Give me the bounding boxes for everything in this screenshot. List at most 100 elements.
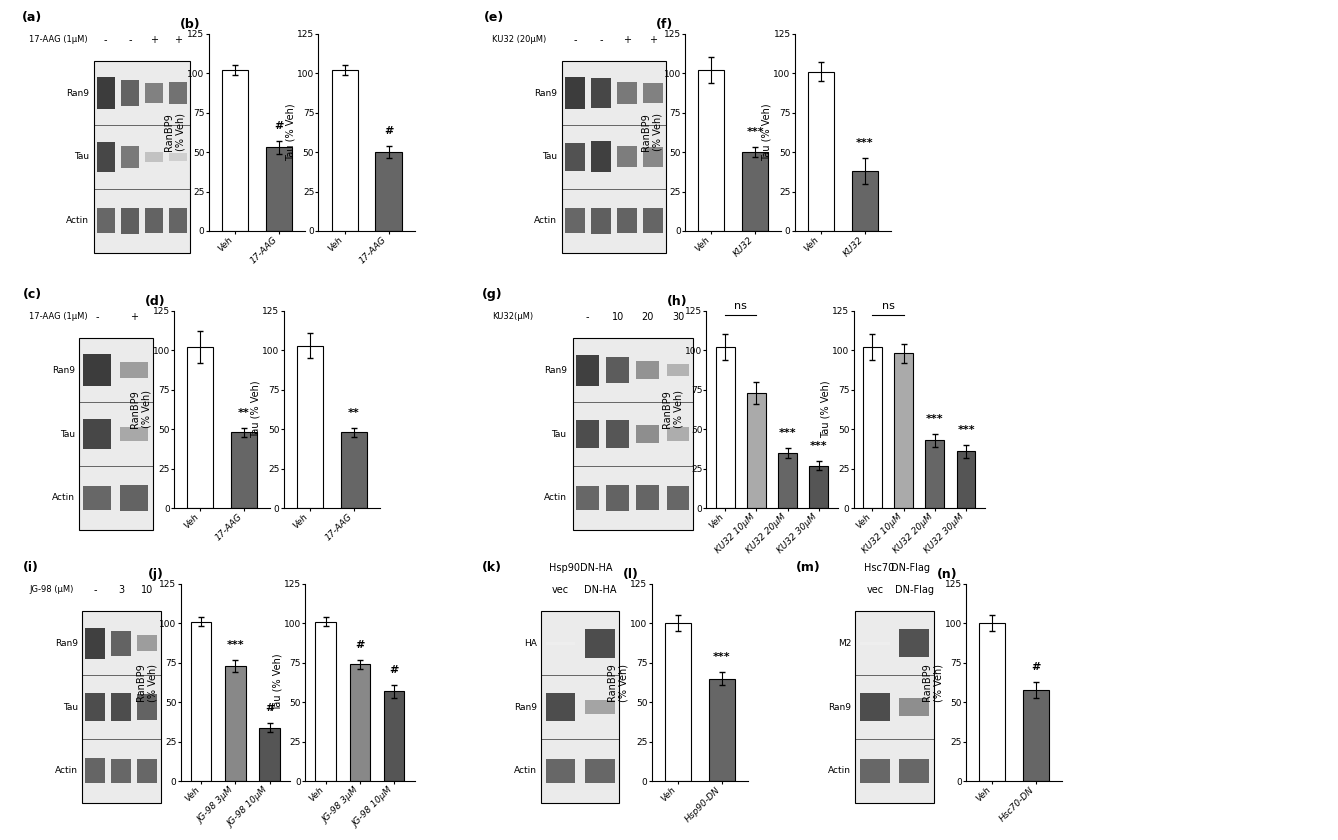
Bar (899, 759, 929, 783)
Y-axis label: Tau (% Veh): Tau (% Veh) (761, 103, 772, 161)
Bar (637, 425, 660, 444)
Bar (591, 78, 611, 108)
Point (145, 397, 161, 407)
Bar (577, 420, 599, 449)
Bar (606, 420, 629, 448)
Bar (138, 759, 158, 783)
Text: ***: *** (809, 441, 828, 451)
Text: #: # (274, 121, 284, 131)
Bar (591, 207, 611, 234)
Bar (260, 727, 280, 781)
Text: 30: 30 (672, 312, 684, 322)
Bar (809, 465, 828, 508)
Text: +: + (624, 34, 632, 45)
Bar (266, 147, 292, 231)
Text: Actin: Actin (52, 493, 75, 502)
Bar (138, 695, 158, 720)
Text: **: ** (348, 407, 360, 417)
Text: +: + (150, 34, 158, 45)
Text: Tau: Tau (63, 702, 78, 711)
Text: (h): (h) (668, 295, 688, 308)
Bar (111, 631, 131, 656)
Bar (120, 427, 149, 441)
Bar (577, 486, 599, 510)
Bar (120, 486, 149, 511)
Bar (644, 83, 664, 103)
Text: ***: *** (856, 139, 874, 149)
Text: M2: M2 (838, 638, 851, 648)
Text: -: - (573, 34, 577, 45)
Bar (120, 362, 149, 378)
Bar (83, 419, 111, 449)
Y-axis label: Tau (% Veh): Tau (% Veh) (285, 103, 296, 161)
Point (611, 734, 628, 744)
Text: +: + (174, 34, 182, 45)
Point (658, 184, 674, 194)
Bar (546, 759, 575, 783)
Text: KU32(μM): KU32(μM) (492, 312, 534, 321)
Text: (a): (a) (21, 11, 41, 24)
Bar (894, 354, 913, 508)
Text: ***: *** (957, 425, 975, 435)
Bar (120, 81, 139, 106)
Bar (606, 357, 629, 383)
Text: 17-AAG (1μM): 17-AAG (1μM) (29, 312, 88, 321)
Point (658, 120, 674, 130)
Text: Ran9: Ran9 (828, 702, 851, 711)
Text: ***: *** (226, 640, 245, 649)
Text: Ran9: Ran9 (534, 88, 557, 97)
Y-axis label: RanBP9
(% Veh): RanBP9 (% Veh) (130, 391, 151, 428)
Text: Hsp90: Hsp90 (549, 563, 579, 573)
Bar (86, 759, 104, 784)
Bar (637, 486, 660, 511)
Bar (606, 486, 629, 511)
Text: Ran9: Ran9 (52, 365, 75, 375)
Text: (l): (l) (622, 568, 638, 581)
Bar (546, 642, 575, 644)
Text: +: + (130, 312, 138, 322)
Bar (779, 453, 797, 508)
Text: #: # (355, 640, 365, 649)
Bar (666, 486, 689, 510)
Bar (860, 759, 890, 783)
Text: -: - (586, 312, 590, 322)
Y-axis label: RanBP9
(% Veh): RanBP9 (% Veh) (165, 113, 186, 151)
Bar (573, 339, 693, 530)
Text: Actin: Actin (543, 493, 567, 502)
Text: -: - (599, 34, 603, 45)
Bar (899, 629, 929, 657)
Bar (637, 361, 660, 379)
Text: 3: 3 (118, 585, 124, 595)
Text: (d): (d) (145, 295, 166, 308)
Bar (541, 612, 619, 803)
Bar (562, 61, 666, 253)
Y-axis label: Tau (% Veh): Tau (% Veh) (250, 381, 261, 438)
Bar (86, 693, 104, 722)
Bar (120, 146, 139, 168)
Bar (591, 141, 611, 172)
Point (153, 670, 169, 680)
Text: (c): (c) (23, 288, 43, 301)
Bar (899, 698, 929, 717)
Bar (83, 354, 111, 386)
Text: 17-AAG (1μM): 17-AAG (1μM) (29, 34, 88, 44)
Point (565, 397, 581, 407)
Bar (698, 70, 724, 231)
Text: Ran9: Ran9 (543, 365, 567, 375)
Point (74, 734, 90, 744)
Point (565, 461, 581, 471)
Bar (376, 152, 401, 231)
Bar (585, 700, 614, 715)
Text: #: # (389, 665, 399, 675)
Text: Ran9: Ran9 (66, 88, 88, 97)
Bar (855, 612, 934, 803)
Bar (94, 61, 190, 253)
Bar (1024, 690, 1049, 781)
Text: #: # (1032, 662, 1041, 672)
Text: -: - (94, 585, 96, 595)
Text: Actin: Actin (66, 216, 88, 225)
Point (74, 670, 90, 680)
Bar (297, 345, 322, 508)
Bar (120, 207, 139, 234)
Bar (585, 629, 614, 658)
